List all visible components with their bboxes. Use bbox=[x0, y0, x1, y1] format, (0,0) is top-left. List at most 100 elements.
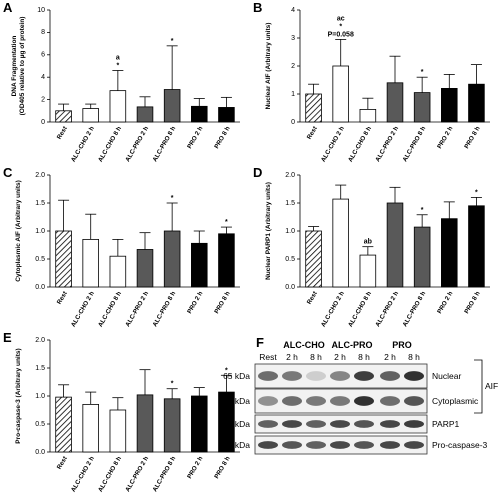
bar bbox=[55, 396, 72, 453]
row-label: Cytoplasmic bbox=[432, 396, 479, 406]
x-tick-label: ALC-PRO 2 h bbox=[374, 290, 400, 328]
annotation: * bbox=[421, 69, 424, 76]
bar bbox=[82, 238, 99, 288]
y-tick-label: 0.5 bbox=[35, 421, 45, 428]
x-tick-label: ALC-CHO 2 h bbox=[320, 290, 346, 328]
bar bbox=[332, 65, 349, 123]
x-tick-label: ALC-CHO 2 h bbox=[320, 125, 346, 163]
bar bbox=[109, 255, 127, 288]
bar bbox=[136, 106, 154, 123]
y-tick-label: 1.0 bbox=[35, 228, 45, 235]
bar bbox=[55, 110, 72, 123]
row-label: Nuclear bbox=[432, 371, 461, 381]
blot-band bbox=[404, 441, 424, 449]
x-tick-label: PRO 8 h bbox=[463, 125, 481, 150]
panel-letter: A bbox=[3, 0, 13, 15]
bar bbox=[468, 83, 485, 123]
blot-band bbox=[404, 420, 424, 428]
bar bbox=[109, 409, 127, 453]
y-tick-label: 1.0 bbox=[35, 393, 45, 400]
x-tick-label: ALC-CHO 8 h bbox=[97, 290, 123, 328]
y-tick-label: 3 bbox=[291, 35, 295, 42]
y-tick-label: 0 bbox=[41, 119, 45, 126]
lane-label: 2 h bbox=[384, 352, 396, 362]
x-tick-label: ALC-CHO 2 h bbox=[70, 125, 96, 163]
kda-label: 115 kDa bbox=[219, 419, 250, 429]
x-tick-label: ALC-PRO 8 h bbox=[401, 125, 427, 163]
bracket bbox=[474, 359, 483, 414]
blot-band bbox=[306, 441, 326, 449]
annotation: ab bbox=[364, 239, 372, 246]
lane-label: 8 h bbox=[358, 352, 370, 362]
x-tick-label: PRO 8 h bbox=[213, 125, 231, 150]
y-tick-label: 2 bbox=[41, 96, 45, 103]
bar bbox=[305, 230, 322, 288]
bar bbox=[136, 394, 154, 453]
x-tick-label: ALC-CHO 8 h bbox=[347, 290, 373, 328]
blot-band bbox=[380, 371, 400, 381]
bar bbox=[359, 109, 377, 123]
blot-band bbox=[404, 371, 424, 381]
annotation: * bbox=[116, 62, 119, 69]
blot-band bbox=[380, 396, 400, 406]
kda-label: 65 kDa bbox=[223, 371, 250, 381]
group-label: ALC-CHO bbox=[283, 340, 325, 350]
y-axis-label: DNA Fragmentation bbox=[11, 36, 18, 97]
blot-band bbox=[258, 441, 278, 449]
x-tick-label: PRO 2 h bbox=[436, 290, 454, 315]
bar bbox=[359, 254, 377, 288]
y-axis-label: Nuclear PARP1 (Arbitrary units) bbox=[265, 182, 272, 280]
x-tick-label: Rest bbox=[56, 455, 69, 471]
blot-band bbox=[282, 371, 302, 381]
blot-band bbox=[354, 420, 374, 428]
blot-band bbox=[380, 420, 400, 428]
x-tick-label: ALC-PRO 2 h bbox=[124, 125, 150, 163]
bar bbox=[305, 93, 322, 123]
panel-letter: B bbox=[253, 0, 262, 15]
blot-band bbox=[306, 396, 326, 406]
x-tick-label: ALC-CHO 8 h bbox=[97, 125, 123, 163]
y-tick-label: 1.5 bbox=[35, 200, 45, 207]
annotation: * bbox=[421, 207, 424, 214]
lane-label: 8 h bbox=[310, 352, 322, 362]
y-tick-label: 2.0 bbox=[285, 172, 295, 179]
y-tick-label: 1.5 bbox=[285, 200, 295, 207]
annotation: * bbox=[171, 195, 174, 202]
bar bbox=[413, 92, 431, 123]
y-tick-label: 0.0 bbox=[35, 284, 45, 291]
bar bbox=[218, 107, 235, 123]
y-tick-label: 4 bbox=[41, 74, 45, 81]
x-tick-label: PRO 8 h bbox=[213, 455, 231, 480]
bar bbox=[441, 88, 458, 123]
bar bbox=[386, 202, 404, 288]
x-tick-label: ALC-CHO 8 h bbox=[347, 125, 373, 163]
y-tick-label: 0.0 bbox=[285, 284, 295, 291]
y-axis-label: (OD405 relative to µg of protein) bbox=[19, 17, 26, 116]
blot-band bbox=[306, 420, 326, 428]
bar bbox=[332, 198, 349, 288]
bar bbox=[163, 89, 181, 123]
annotation: * bbox=[475, 189, 478, 196]
blot-band bbox=[306, 371, 326, 381]
blot-band bbox=[282, 420, 302, 428]
annotation: * bbox=[225, 367, 228, 374]
bar bbox=[218, 391, 235, 453]
panel-letter: C bbox=[3, 165, 13, 180]
y-tick-label: 2 bbox=[291, 63, 295, 70]
y-axis-label: Nuclear AIF (Arbitrary units) bbox=[265, 23, 272, 110]
x-tick-label: Rest bbox=[306, 290, 319, 306]
bar bbox=[441, 218, 458, 288]
y-tick-label: 0.0 bbox=[35, 449, 45, 456]
x-tick-label: PRO 2 h bbox=[186, 290, 204, 315]
y-tick-label: 1.5 bbox=[35, 365, 45, 372]
blot-band bbox=[330, 396, 350, 406]
row-label: Pro-caspase-3 bbox=[432, 440, 488, 450]
blot-band bbox=[258, 371, 278, 381]
x-tick-label: ALC-CHO 2 h bbox=[70, 455, 96, 493]
x-tick-label: PRO 2 h bbox=[436, 125, 454, 150]
y-tick-label: 10 bbox=[37, 7, 45, 14]
x-tick-label: PRO 8 h bbox=[213, 290, 231, 315]
annotation: * bbox=[171, 381, 174, 388]
x-tick-label: ALC-PRO 2 h bbox=[124, 290, 150, 328]
